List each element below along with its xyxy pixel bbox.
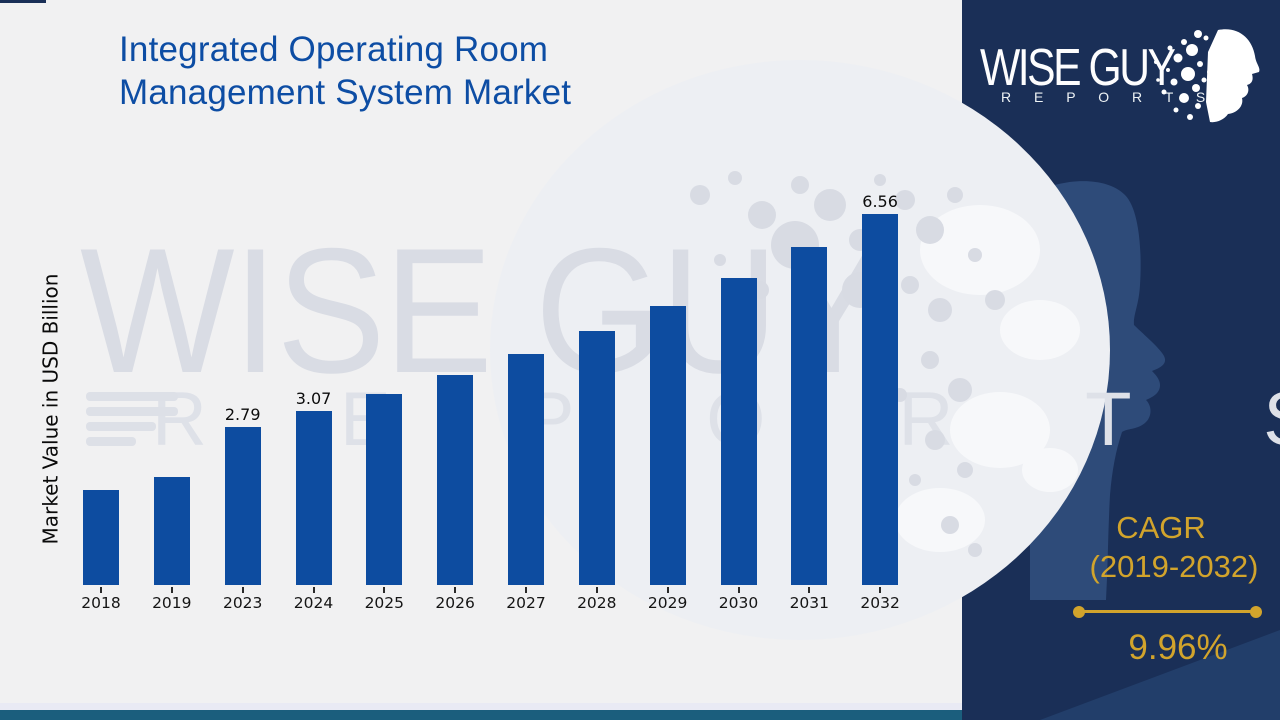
data-label-2023: 2.79	[224, 405, 261, 425]
bar-2027	[508, 354, 544, 585]
x-tick-label-2024: 2024	[293, 594, 334, 612]
head-circle-highlights	[895, 205, 1080, 552]
x-tick-2030	[737, 587, 740, 593]
x-tick-label-2029: 2029	[647, 594, 688, 612]
bar-2032	[862, 214, 899, 585]
page-title: Integrated Operating Room Management Syst…	[119, 28, 571, 114]
bar-2024	[295, 411, 332, 585]
x-tick-label-2019: 2019	[152, 594, 192, 612]
bar-2025	[366, 393, 403, 585]
watermark-subtext: R E P O R T S	[152, 377, 1280, 462]
x-tick-label-2023: 2023	[222, 594, 263, 612]
x-tick-2029	[666, 587, 669, 593]
corner-accent	[0, 0, 46, 3]
brand-subtext: R E P O R T S	[1001, 89, 1215, 105]
x-tick-2025	[383, 587, 386, 593]
x-tick-label-2026: 2026	[435, 594, 475, 612]
x-tick-2028	[595, 587, 598, 593]
x-tick-2019	[170, 587, 173, 593]
x-tick-2031	[808, 587, 811, 593]
page-title-line2: Management System Market	[119, 73, 572, 112]
bar-2019	[153, 477, 190, 585]
watermark-document-lines-icon	[86, 392, 178, 452]
cagr-value: 9.96%	[1128, 628, 1228, 667]
data-label-2024: 3.07	[295, 389, 332, 409]
bar-2029	[649, 305, 686, 585]
brand-face-dots	[1154, 30, 1213, 120]
data-label-2032: 6.56	[862, 192, 898, 211]
x-tick-label-2018: 2018	[81, 594, 121, 612]
bar-2026	[437, 375, 474, 585]
x-tick-label-2031: 2031	[789, 594, 830, 612]
cagr-heading: CAGR	[1116, 510, 1206, 545]
bar-2028	[578, 331, 615, 585]
x-tick-2018	[100, 587, 102, 593]
x-tick-label-2027: 2027	[506, 594, 546, 612]
bar-2023	[224, 427, 261, 585]
cagr-line-left-dot	[1073, 606, 1085, 618]
cagr-divider-line	[1073, 606, 1262, 618]
brand-wordmark: WISE GUY	[980, 39, 1176, 97]
bottom-teal-strip	[0, 710, 962, 720]
bottom-lavender-strip	[0, 703, 962, 710]
x-tick-2024	[312, 587, 315, 593]
brand-face-profile-icon	[1154, 29, 1260, 123]
x-tick-2026	[454, 587, 457, 593]
bar-2030	[720, 277, 757, 585]
x-tick-label-2025: 2025	[364, 594, 405, 612]
x-tick-label-2032: 2032	[860, 594, 900, 612]
cagr-range: (2019-2032)	[1089, 549, 1259, 584]
cagr-line-right-dot	[1250, 606, 1262, 618]
bottom-corner-band	[1040, 630, 1280, 720]
x-tick-2032	[879, 587, 882, 593]
page-title-line1: Integrated Operating Room	[119, 30, 549, 69]
x-tick-2023	[241, 587, 244, 593]
bar-2031	[791, 247, 828, 585]
bar-2018	[83, 490, 119, 585]
x-tick-2027	[525, 587, 527, 593]
x-tick-label-2030: 2030	[718, 594, 759, 612]
x-tick-label-2028: 2028	[577, 594, 617, 612]
